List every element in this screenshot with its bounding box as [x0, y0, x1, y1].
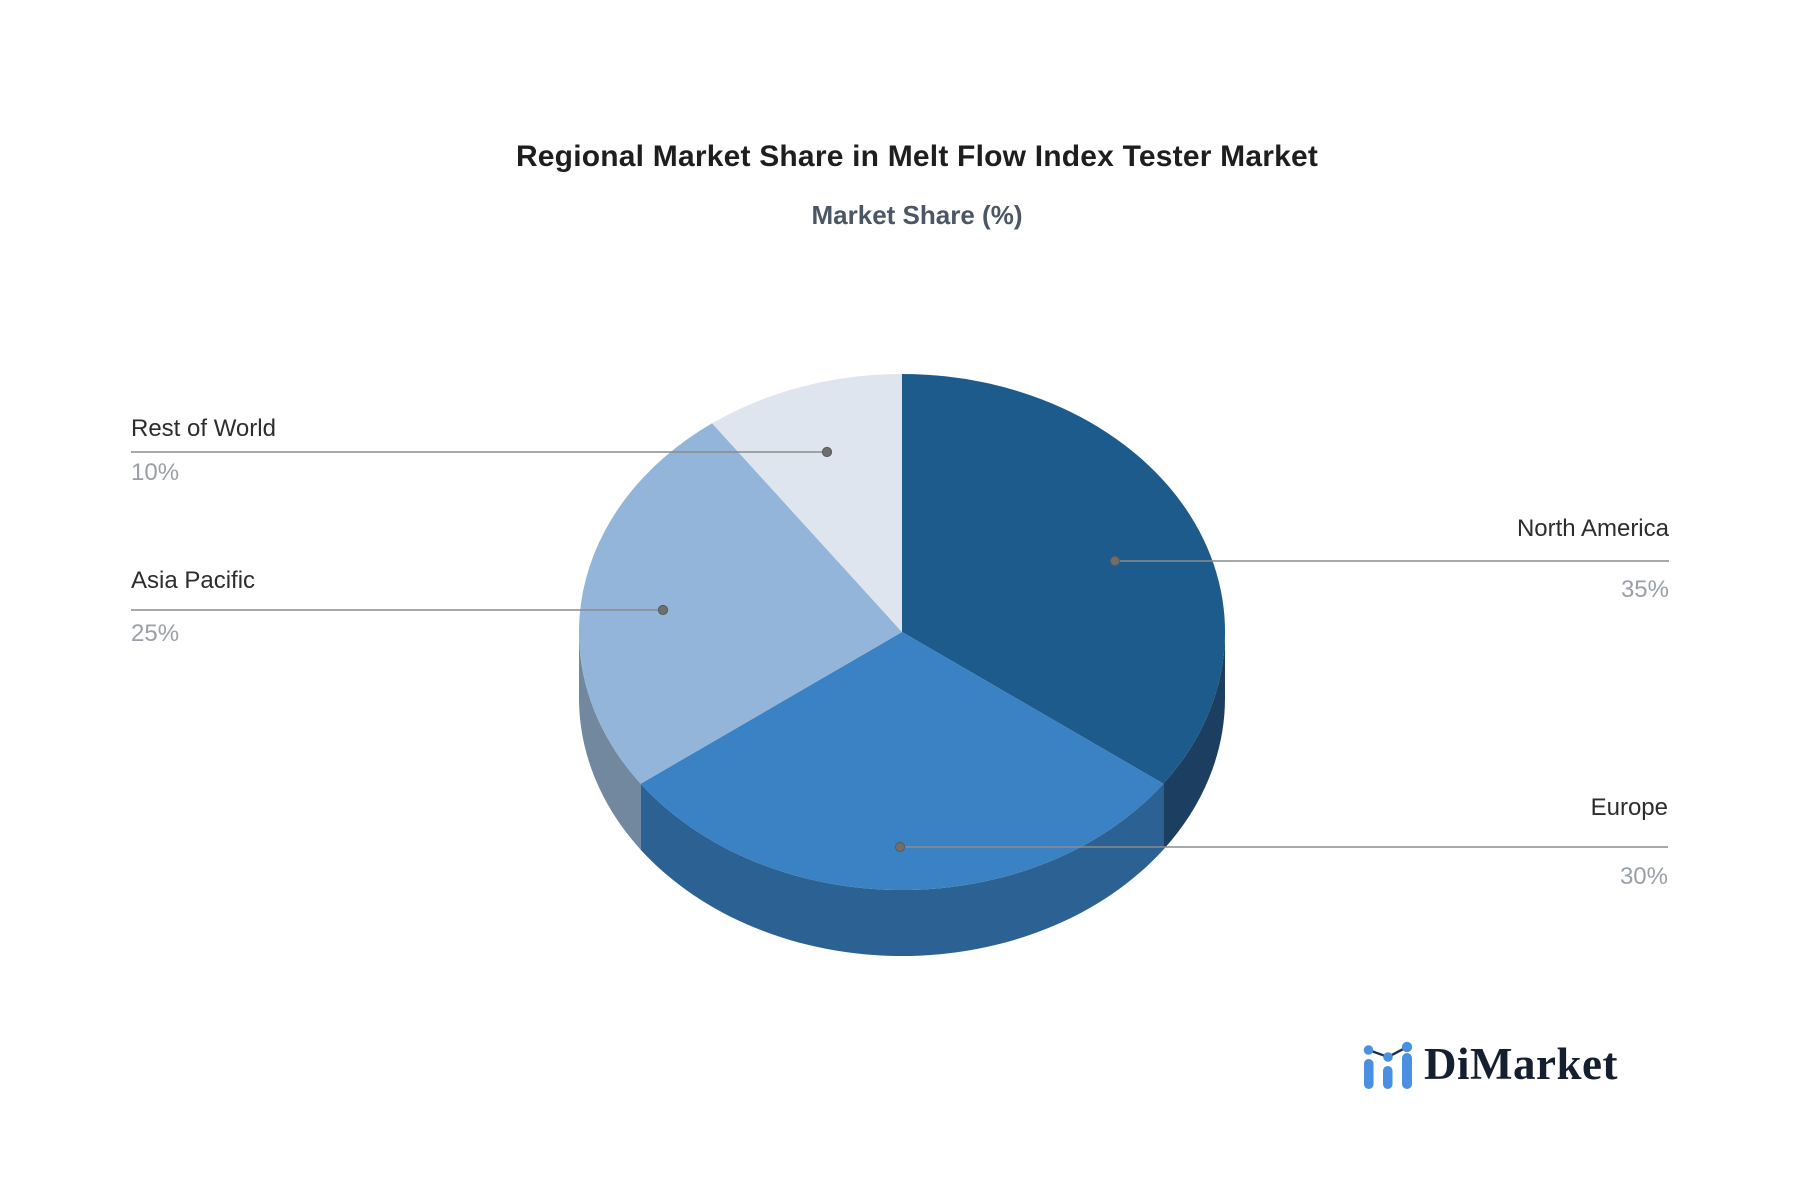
- leader-dot-north-america: [1109, 555, 1121, 567]
- chart-title: Regional Market Share in Melt Flow Index…: [515, 140, 1319, 173]
- pie-slice-side-asia-pacific: [579, 632, 641, 850]
- logo-text: DiMarket: [1424, 1039, 1618, 1089]
- pie-slice-side-europe: [640, 783, 1164, 957]
- leader-dot-europe: [894, 841, 906, 853]
- label-rest-of-world: Rest of World: [131, 415, 276, 442]
- pie-slice-asia-pacific[interactable]: [578, 423, 902, 784]
- chart-subtitle: Market Share (%): [811, 200, 1023, 230]
- label-north-america: North America: [1516, 515, 1669, 542]
- dimarket-logo: DiMarket: [1359, 1038, 1618, 1094]
- pie-slice-north-america[interactable]: [902, 374, 1226, 784]
- pct-north-america: 35%: [1620, 576, 1669, 603]
- pie-slice-europe[interactable]: [640, 632, 1164, 891]
- label-asia-pacific: Asia Pacific: [131, 567, 256, 594]
- pct-europe: 30%: [1619, 863, 1668, 890]
- pie-slice-rest-of-world[interactable]: [712, 374, 902, 632]
- leader-dot-rest-of-world: [821, 446, 833, 458]
- label-europe: Europe: [1590, 794, 1668, 821]
- leader-dot-asia-pacific: [657, 604, 669, 616]
- pct-asia-pacific: 25%: [131, 620, 180, 647]
- pct-rest-of-world: 10%: [131, 459, 180, 486]
- pie-slice-side-north-america: [1163, 632, 1225, 850]
- bar-chart-icon: [1363, 1041, 1413, 1089]
